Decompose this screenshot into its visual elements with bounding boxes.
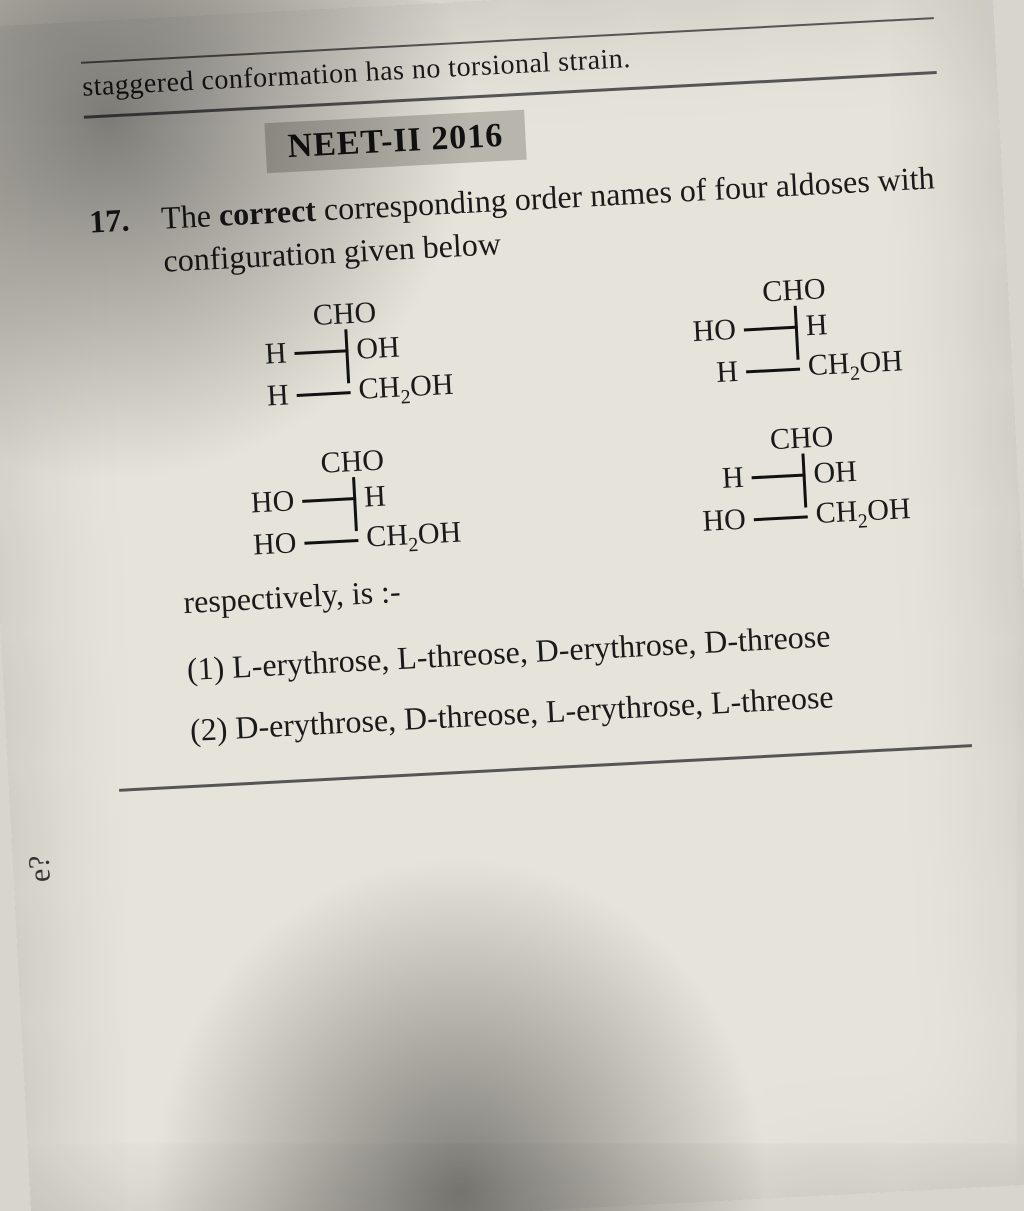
fischer-bond: [302, 497, 356, 503]
fischer-left: HO: [206, 528, 305, 563]
fischer-bond: [294, 349, 348, 355]
fischer-right: CH2OH: [807, 492, 957, 535]
fischer-right: H: [355, 476, 504, 514]
question-number: 17.: [88, 198, 144, 244]
fischer-bond: [744, 326, 798, 332]
finger-shadow-bottom: [133, 839, 774, 1211]
question-text: The correct corresponding order names of…: [160, 156, 945, 283]
page-content: staggered conformation has no torsional …: [0, 0, 1024, 837]
page-scan: e? staggered conformation has no torsion…: [0, 0, 1024, 1211]
fischer-left: HO: [655, 505, 754, 540]
fischer-bond: [304, 539, 358, 545]
fischer-projection-1: CHOHOHHCH2OH: [164, 290, 529, 423]
margin-fragment: e?: [22, 855, 57, 883]
fischer-right: CH2OH: [357, 515, 507, 558]
answer-options: (1) L-erythrose, L-threose, D-erythrose,…: [185, 599, 970, 761]
q-text-bold: correct: [218, 192, 317, 233]
fischer-left: H: [196, 338, 295, 373]
fischer-right: OH: [348, 328, 497, 366]
previous-answer-fragment: staggered conformation has no torsional …: [81, 17, 936, 104]
fischer-projection-2: CHOHOHHCH2OH: [583, 265, 1008, 401]
fischer-projection-3: CHOHOHHOCH2OH: [172, 438, 537, 571]
fischer-left: H: [198, 380, 297, 415]
fischer-bond: [746, 367, 800, 373]
fischer-bond: [297, 391, 351, 397]
fischer-left: HO: [204, 486, 303, 521]
exam-banner: NEET-II 2016: [264, 110, 526, 174]
fischer-right: OH: [805, 452, 954, 490]
fischer-projection-4: CHOHOHHOCH2OH: [591, 413, 1016, 549]
fischer-projection-grid: CHOHOHHCH2OHCHOHOHHCH2OHCHOHOHHOCH2OHCHO…: [164, 268, 961, 571]
fischer-right: CH2OH: [350, 367, 500, 410]
question-row: 17. The correct corresponding order name…: [88, 156, 945, 287]
fischer-bond: [752, 473, 806, 479]
fischer-right: CH2OH: [799, 344, 949, 387]
q-text-part1: The: [160, 197, 220, 236]
fischer-bond: [754, 515, 808, 521]
fischer-right: H: [797, 304, 946, 342]
fischer-left: HO: [645, 315, 744, 350]
fischer-left: H: [647, 357, 746, 392]
fischer-left: H: [653, 463, 752, 498]
